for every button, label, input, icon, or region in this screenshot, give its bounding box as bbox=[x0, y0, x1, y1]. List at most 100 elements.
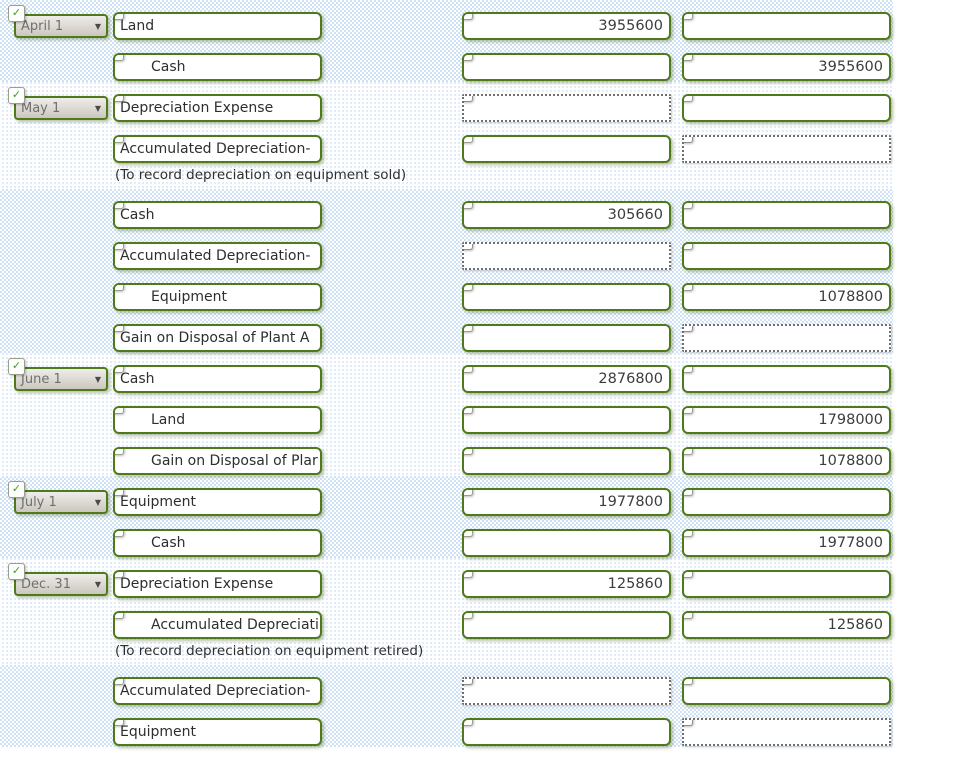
credit-amount-input[interactable]: ✓ bbox=[682, 488, 891, 516]
date-select[interactable]: ✓ April 1 ▼ bbox=[8, 5, 108, 38]
date-select[interactable]: ✓ May 1 ▼ bbox=[8, 87, 108, 120]
grading-check-icon: ✓ bbox=[684, 55, 693, 61]
credit-amount-text: 3955600 bbox=[818, 59, 883, 75]
debit-amount-input[interactable]: ✓ 125860 bbox=[462, 570, 671, 598]
date-select-value: April 1 bbox=[21, 18, 64, 34]
account-title-input[interactable]: ✓ Accumulated Depreciation- bbox=[113, 242, 322, 270]
debit-amount-text bbox=[464, 679, 669, 703]
debit-amount-input[interactable]: ✓ bbox=[462, 135, 671, 163]
account-title-input[interactable]: ✓ Accumulated Depreciation- bbox=[113, 677, 322, 705]
credit-amount-input[interactable]: ✓ bbox=[682, 242, 891, 270]
debit-amount-text bbox=[464, 137, 669, 161]
credit-amount-text: 1078800 bbox=[818, 289, 883, 305]
chevron-down-icon: ▼ bbox=[94, 374, 101, 384]
grading-check-icon: ✓ bbox=[115, 490, 124, 496]
credit-amount-input[interactable]: ✓ 1798000 bbox=[682, 406, 891, 434]
date-select[interactable]: ✓ June 1 ▼ bbox=[8, 358, 108, 391]
account-title-input[interactable]: ✓ Accumulated Depreciation- bbox=[113, 135, 322, 163]
date-select[interactable]: ✓ July 1 ▼ bbox=[8, 481, 108, 514]
debit-amount-input[interactable]: ✓ 305660 bbox=[462, 201, 671, 229]
grading-check-icon: ✓ bbox=[115, 244, 124, 250]
account-title-input[interactable]: ✓ Depreciation Expense bbox=[113, 570, 322, 598]
grading-check-icon: ✓ bbox=[684, 96, 693, 102]
debit-amount-input[interactable]: ✓ bbox=[462, 529, 671, 557]
journal-note-row: (To record depreciation on equipment ret… bbox=[0, 640, 893, 665]
account-title-text: Cash bbox=[120, 371, 155, 387]
grading-x-icon: ✕ bbox=[464, 679, 473, 685]
grading-x-icon: ✕ bbox=[684, 326, 693, 332]
account-title-text: Land bbox=[151, 412, 186, 428]
account-title-input[interactable]: ✓ Land bbox=[113, 12, 322, 40]
credit-amount-input[interactable]: ✓ bbox=[682, 365, 891, 393]
account-title-input[interactable]: ✓ Accumulated Depreciati bbox=[113, 611, 322, 639]
debit-amount-text bbox=[464, 55, 669, 79]
credit-amount-input[interactable]: ✓ 3955600 bbox=[682, 53, 891, 81]
account-title-input[interactable]: ✓ Equipment bbox=[113, 488, 322, 516]
date-select-value: June 1 bbox=[21, 371, 62, 387]
debit-amount-text bbox=[464, 449, 669, 473]
journal-row: ✓ Accumulated Depreciati ✓ ✓ 125860 bbox=[0, 599, 893, 640]
account-title-input[interactable]: ✓ Cash bbox=[113, 529, 322, 557]
credit-amount-input[interactable]: ✓ bbox=[682, 570, 891, 598]
grading-check-icon: ✓ bbox=[8, 563, 25, 580]
debit-amount-input[interactable]: ✓ bbox=[462, 406, 671, 434]
credit-amount-input[interactable]: ✕ bbox=[682, 135, 891, 163]
account-title-text: Accumulated Depreciation- bbox=[120, 248, 311, 264]
credit-amount-text bbox=[684, 720, 889, 744]
credit-amount-input[interactable]: ✓ bbox=[682, 201, 891, 229]
chevron-down-icon: ▼ bbox=[94, 579, 101, 589]
grading-check-icon: ✓ bbox=[115, 531, 124, 537]
grading-check-icon: ✓ bbox=[115, 408, 124, 414]
account-title-input[interactable]: ✓ Gain on Disposal of Plar bbox=[113, 447, 322, 475]
debit-amount-text bbox=[464, 285, 669, 309]
debit-amount-input[interactable]: ✕ bbox=[462, 677, 671, 705]
debit-amount-input[interactable]: ✓ bbox=[462, 718, 671, 746]
credit-amount-input[interactable]: ✓ bbox=[682, 94, 891, 122]
credit-amount-input[interactable]: ✕ bbox=[682, 718, 891, 746]
credit-amount-input[interactable]: ✕ bbox=[682, 324, 891, 352]
debit-amount-text: 125860 bbox=[607, 576, 663, 592]
journal-row: ✓ Equipment ✓ ✕ bbox=[0, 706, 893, 747]
account-title-input[interactable]: ✓ Depreciation Expense bbox=[113, 94, 322, 122]
grading-check-icon: ✓ bbox=[464, 367, 473, 373]
debit-amount-input[interactable]: ✓ bbox=[462, 53, 671, 81]
chevron-down-icon: ▼ bbox=[94, 21, 101, 31]
journal-entry-group: ✓ June 1 ▼ ✓ Cash ✓ 2876800 ✓ ✓ Land ✓ ✓… bbox=[0, 353, 893, 476]
debit-amount-input[interactable]: ✓ bbox=[462, 611, 671, 639]
grading-check-icon: ✓ bbox=[684, 679, 693, 685]
account-title-input[interactable]: ✓ Equipment bbox=[113, 283, 322, 311]
grading-check-icon: ✓ bbox=[8, 87, 25, 104]
account-title-input[interactable]: ✓ Equipment bbox=[113, 718, 322, 746]
account-title-text: Cash bbox=[151, 535, 186, 551]
debit-amount-input[interactable]: ✓ bbox=[462, 324, 671, 352]
grading-check-icon: ✓ bbox=[464, 203, 473, 209]
account-title-input[interactable]: ✓ Gain on Disposal of Plant A bbox=[113, 324, 322, 352]
account-title-input[interactable]: ✓ Cash bbox=[113, 53, 322, 81]
grading-check-icon: ✓ bbox=[115, 137, 124, 143]
grading-check-icon: ✓ bbox=[115, 367, 124, 373]
credit-amount-input[interactable]: ✓ bbox=[682, 677, 891, 705]
journal-note-row: (To record depreciation on equipment sol… bbox=[0, 164, 893, 189]
debit-amount-input[interactable]: ✓ bbox=[462, 283, 671, 311]
debit-amount-input[interactable]: ✓ bbox=[462, 447, 671, 475]
account-title-input[interactable]: ✓ Land bbox=[113, 406, 322, 434]
credit-amount-input[interactable]: ✓ 1977800 bbox=[682, 529, 891, 557]
grading-check-icon: ✓ bbox=[464, 531, 473, 537]
debit-amount-input[interactable]: ✕ bbox=[462, 242, 671, 270]
grading-check-icon: ✓ bbox=[464, 613, 473, 619]
credit-amount-input[interactable]: ✓ 1078800 bbox=[682, 447, 891, 475]
debit-amount-input[interactable]: ✓ 3955600 bbox=[462, 12, 671, 40]
debit-amount-input[interactable]: ✕ bbox=[462, 94, 671, 122]
debit-amount-input[interactable]: ✓ 2876800 bbox=[462, 365, 671, 393]
grading-check-icon: ✓ bbox=[115, 679, 124, 685]
account-title-input[interactable]: ✓ Cash bbox=[113, 365, 322, 393]
debit-amount-input[interactable]: ✓ 1977800 bbox=[462, 488, 671, 516]
credit-amount-text bbox=[684, 137, 889, 161]
account-title-text: Accumulated Depreciation- bbox=[120, 683, 311, 699]
credit-amount-input[interactable]: ✓ bbox=[682, 12, 891, 40]
credit-amount-input[interactable]: ✓ 1078800 bbox=[682, 283, 891, 311]
date-select[interactable]: ✓ Dec. 31 ▼ bbox=[8, 563, 108, 596]
account-title-input[interactable]: ✓ Cash bbox=[113, 201, 322, 229]
credit-amount-input[interactable]: ✓ 125860 bbox=[682, 611, 891, 639]
